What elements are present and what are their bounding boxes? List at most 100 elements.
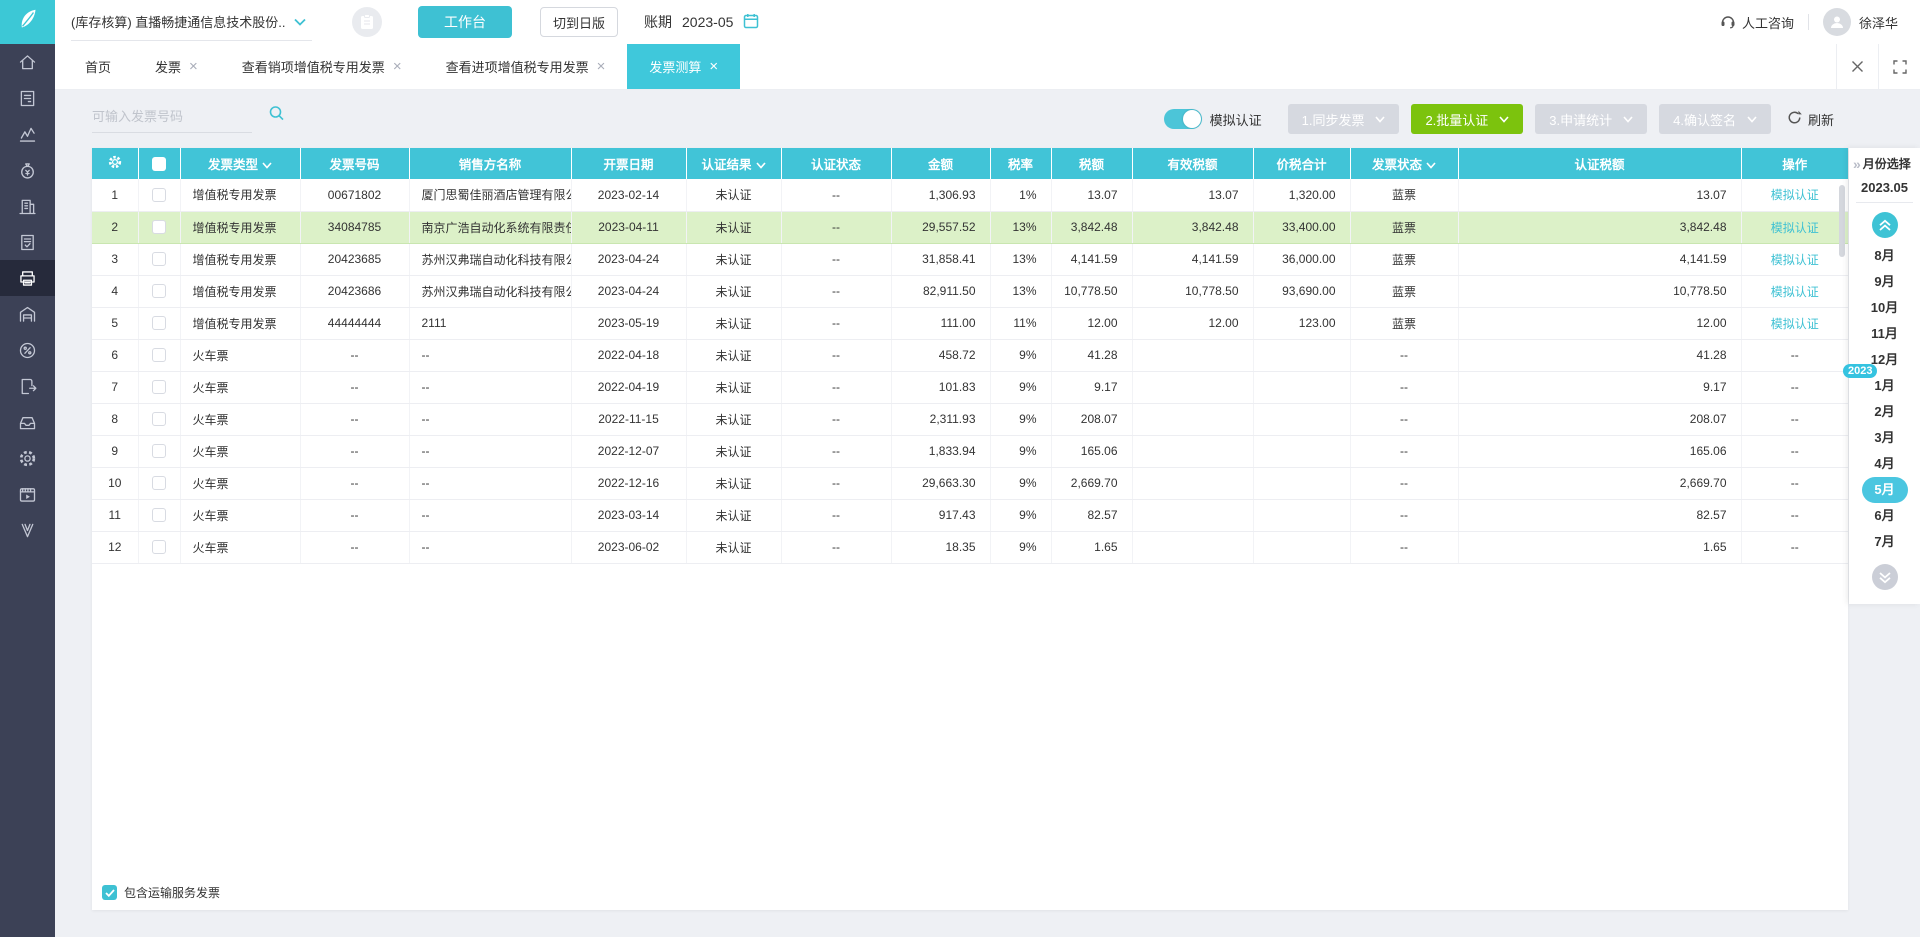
collapse-panel-icon[interactable]: » — [1853, 155, 1861, 172]
scroll-months-down-icon[interactable] — [1871, 564, 1898, 590]
calendar-icon[interactable] — [743, 13, 759, 32]
column-header[interactable]: 税率 — [990, 148, 1052, 179]
transport-checkbox[interactable] — [102, 885, 117, 900]
close-tab-icon[interactable]: × — [392, 58, 402, 75]
column-header[interactable]: 发票号码 — [300, 148, 410, 179]
sidebar-item-tax-service[interactable] — [0, 332, 55, 368]
table-row[interactable]: 9 火车票 -- -- 2022-12-07 未认证 -- 1,833.94 9% 165.06-… — [92, 435, 1848, 468]
month-item-10[interactable]: 5月 — [1861, 477, 1908, 503]
refresh-button[interactable]: 刷新 — [1787, 110, 1834, 129]
row-checkbox[interactable] — [152, 348, 166, 363]
column-header[interactable]: 发票状态 — [1350, 148, 1459, 179]
column-header[interactable]: 开票日期 — [571, 148, 687, 179]
sidebar-item-company-building[interactable] — [0, 188, 55, 224]
sidebar-item-settings-gear[interactable] — [0, 440, 55, 476]
row-checkbox[interactable] — [152, 284, 166, 299]
column-header[interactable]: 销售方名称 — [409, 148, 572, 179]
month-item-2[interactable]: 9月 — [1874, 274, 1895, 289]
simulate-certify-link[interactable]: 模拟认证 — [1770, 188, 1819, 203]
close-page-icon[interactable] — [1836, 44, 1878, 89]
month-item-8[interactable]: 3月 — [1874, 430, 1895, 445]
tab-5[interactable]: 发票测算 × — [627, 44, 741, 89]
month-item-4[interactable]: 11月 — [1871, 326, 1898, 341]
row-checkbox[interactable] — [152, 188, 166, 203]
row-checkbox[interactable] — [152, 444, 166, 459]
column-header[interactable]: 发票类型 — [180, 148, 301, 179]
row-checkbox[interactable] — [152, 316, 166, 331]
close-tab-icon[interactable]: × — [709, 58, 719, 75]
sidebar-item-invoice-bill[interactable] — [0, 80, 55, 116]
action-button-1[interactable]: 1.同步发票 — [1287, 104, 1400, 134]
period-value[interactable]: 2023-05 — [682, 14, 734, 30]
column-settings-header[interactable] — [92, 148, 139, 179]
sidebar-item-video-tutorial[interactable] — [0, 476, 55, 512]
username[interactable]: 徐泽华 — [1858, 15, 1898, 31]
switch-version-button[interactable]: 切到日版 — [540, 7, 619, 37]
current-period[interactable]: 2023.05 — [1856, 175, 1913, 203]
column-header[interactable]: 操作 — [1741, 148, 1848, 179]
tab-2[interactable]: 发票 × — [133, 44, 220, 89]
table-row[interactable]: 5 增值税专用发票 44444444 2111 2023-05-19 未认证 -- 111.0… — [92, 307, 1848, 340]
sidebar-item-money-bag[interactable] — [0, 152, 55, 188]
scroll-months-up-icon[interactable] — [1871, 212, 1898, 238]
table-row[interactable]: 4 增值税专用发票 20423686 苏州汉弗瑞自动化科技有限公 2023-04-24 未… — [92, 275, 1848, 308]
month-item-11[interactable]: 6月 — [1874, 508, 1895, 523]
sidebar-item-inbox-archive[interactable] — [0, 404, 55, 440]
column-header[interactable]: 认证状态 — [781, 148, 892, 179]
column-header[interactable]: 金额 — [891, 148, 991, 179]
month-item-3[interactable]: 10月 — [1870, 300, 1899, 315]
month-item-6[interactable]: 1月 — [1874, 378, 1895, 393]
row-checkbox[interactable] — [152, 508, 166, 523]
search-icon[interactable] — [268, 105, 285, 127]
sidebar-item-trend-chart[interactable] — [0, 116, 55, 152]
table-row[interactable]: 11 火车票 -- -- 2023-03-14 未认证 -- 917.43 9% 82.57 -- 8… — [92, 499, 1848, 532]
column-header[interactable]: 有效税额 — [1132, 148, 1254, 179]
close-tab-icon[interactable]: × — [596, 58, 606, 75]
tab-3[interactable]: 查看销项增值税专用发票 × — [220, 44, 424, 89]
month-item-5[interactable]: 12月 — [1870, 352, 1899, 367]
action-button-3[interactable]: 3.申请统计 — [1535, 104, 1648, 134]
fullscreen-icon[interactable] — [1878, 44, 1920, 89]
sidebar-item-invoice-machine[interactable] — [0, 260, 55, 296]
simulate-certify-link[interactable]: 模拟认证 — [1770, 316, 1819, 331]
scrollbar-thumb[interactable] — [1839, 185, 1845, 257]
table-row[interactable]: 1 增值税专用发票 00671802 厦门思蜀佳丽酒店管理有限公 2023-02-14 未… — [92, 179, 1848, 212]
row-checkbox[interactable] — [152, 252, 166, 267]
row-checkbox[interactable] — [152, 220, 166, 235]
sidebar-item-report-audit[interactable] — [0, 224, 55, 260]
table-row[interactable]: 2 增值税专用发票 34084785 南京广浩自动化系统有限责任 2023-04-11 未… — [92, 211, 1848, 244]
close-tab-icon[interactable]: × — [189, 58, 198, 75]
manual-support-link[interactable]: 人工咨询 — [1720, 13, 1794, 32]
sidebar-item-home[interactable] — [0, 44, 55, 80]
table-row[interactable]: 12 火车票 -- -- 2023-06-02 未认证 -- 18.35 9% 1.65 -- 1.6… — [92, 531, 1848, 564]
select-all-header[interactable] — [138, 148, 181, 179]
simulate-certify-link[interactable]: 模拟认证 — [1770, 252, 1819, 267]
action-button-2[interactable]: 2.批量认证 — [1411, 104, 1524, 134]
clipboard-icon[interactable] — [352, 7, 382, 37]
simulate-certify-link[interactable]: 模拟认证 — [1770, 220, 1819, 235]
year-badge[interactable]: 2023 — [1843, 364, 1878, 378]
month-item-12[interactable]: 7月 — [1874, 534, 1895, 549]
table-row[interactable]: 7 火车票 -- -- 2022-04-19 未认证 -- 101.83 9% 9.17 -- 9.1… — [92, 371, 1848, 404]
sidebar-item-warehouse[interactable] — [0, 296, 55, 332]
row-checkbox[interactable] — [152, 540, 166, 555]
column-header[interactable]: 价税合计 — [1253, 148, 1351, 179]
avatar[interactable] — [1822, 8, 1851, 36]
select-all-checkbox[interactable] — [152, 156, 166, 171]
column-header[interactable]: 认证税额 — [1458, 148, 1742, 179]
sidebar-item-ledger-export[interactable] — [0, 368, 55, 404]
row-checkbox[interactable] — [152, 380, 166, 395]
table-row[interactable]: 6 火车票 -- -- 2022-04-18 未认证 -- 458.72 9% 41.28 -- 41… — [92, 339, 1848, 372]
search-input[interactable] — [92, 108, 268, 124]
app-logo[interactable] — [0, 0, 55, 44]
tab-4[interactable]: 查看进项增值税专用发票 × — [424, 44, 628, 89]
column-header[interactable]: 认证结果 — [686, 148, 782, 179]
action-button-4[interactable]: 4.确认签名 — [1659, 104, 1771, 134]
row-checkbox[interactable] — [152, 476, 166, 491]
workbench-button[interactable]: 工作台 — [418, 6, 512, 38]
month-item-9[interactable]: 4月 — [1874, 456, 1895, 471]
row-checkbox[interactable] — [152, 412, 166, 427]
sidebar-item-v-logo[interactable] — [0, 512, 55, 548]
month-item-7[interactable]: 2月 — [1874, 404, 1895, 419]
simulate-certify-toggle[interactable] — [1163, 109, 1202, 129]
